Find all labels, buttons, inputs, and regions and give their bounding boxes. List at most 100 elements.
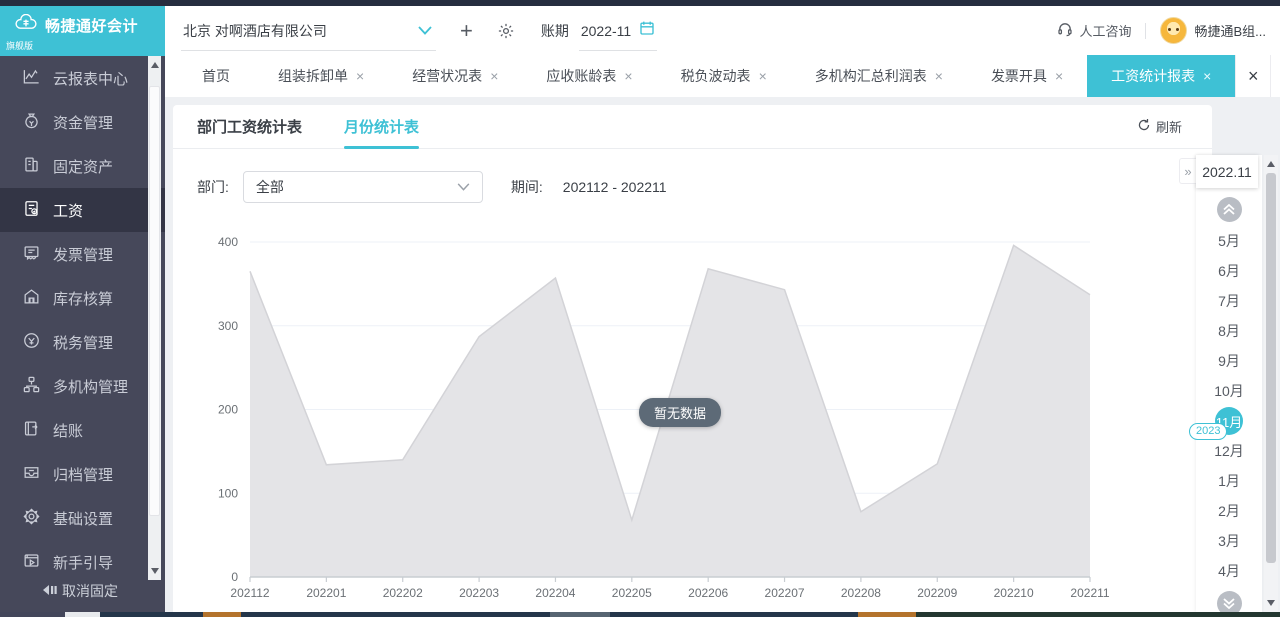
sidebar-item-多机构管理[interactable]: 多机构管理 <box>0 364 165 408</box>
chevron-down-icon <box>418 22 432 40</box>
subtab-monthly-statistics[interactable]: 月份统计表 <box>344 105 420 149</box>
account-settings-gear-icon[interactable] <box>497 22 515 40</box>
period-picker[interactable]: 2022-11 <box>578 10 658 51</box>
sidebar: 畅捷通好会计 旗舰版 云报表中心资金管理 固定资产 工资 发票管理 库存核算税务管理多机… <box>0 6 165 612</box>
collapse-panel-icon[interactable]: » <box>1179 158 1196 184</box>
tab-多机构汇总利润表[interactable]: 多机构汇总利润表 × <box>791 55 967 97</box>
company-selector[interactable]: 北京 对啊酒店有限公司 <box>181 11 436 51</box>
header-divider <box>1145 22 1147 39</box>
svg-text:202211: 202211 <box>1070 586 1109 600</box>
unpin-sidebar-button[interactable]: 取消固定 <box>0 574 165 608</box>
department-select[interactable]: 全部 <box>242 171 483 203</box>
subtab-department-salary[interactable]: 部门工资统计表 <box>197 105 302 149</box>
scroll-up-arrow-icon[interactable] <box>1267 161 1275 167</box>
month-item-6月[interactable]: 6月 <box>1196 256 1262 286</box>
tab-应收账龄表[interactable]: 应收账龄表 × <box>522 55 656 97</box>
sidebar-item-税务管理[interactable]: 税务管理 <box>0 320 165 364</box>
tab-label: 工资统计报表 <box>1111 68 1196 84</box>
tab-组装拆卸单[interactable]: 组装拆卸单 × <box>254 55 388 97</box>
tab-close-icon[interactable]: × <box>934 68 943 84</box>
tab-税负波动表[interactable]: 税负波动表 × <box>657 55 791 97</box>
month-label: 8月 <box>1218 323 1240 339</box>
month-item-3月[interactable]: 3月 <box>1196 526 1262 556</box>
tab-close-icon[interactable]: × <box>758 68 767 84</box>
month-item-5月[interactable]: 5月 <box>1196 226 1262 256</box>
page-scrollbar-thumb[interactable] <box>1266 173 1276 563</box>
subtab-label: 月份统计表 <box>344 119 420 136</box>
month-label: 6月 <box>1218 263 1240 279</box>
monthly-salary-area-chart[interactable]: 0 100 200 300 400 202112 202201 202202 202203 202… <box>183 223 1143 607</box>
add-account-button[interactable]: + <box>460 17 473 43</box>
refresh-button[interactable]: 刷新 <box>1137 117 1182 136</box>
sidebar-item-发票管理[interactable]: 发票管理 <box>0 232 165 276</box>
cloud-report-icon <box>22 67 41 90</box>
sidebar-item-label: 税务管理 <box>53 334 114 352</box>
app-logo[interactable]: 畅捷通好会计 旗舰版 <box>0 6 165 56</box>
window-frame-strip <box>0 0 1280 6</box>
tab-close-icon[interactable]: × <box>1203 68 1212 84</box>
close-all-tabs-button[interactable]: × <box>1235 55 1270 97</box>
tabs-flow: 首页 组装拆卸单 × 经营状况表 × 应收账龄表 × 税负波动表 × 多机构汇总利润表 × 发票开具 ×… <box>165 55 1236 97</box>
sidebar-item-库存核算[interactable]: 库存核算 <box>0 276 165 320</box>
month-item-9月[interactable]: 9月 <box>1196 346 1262 376</box>
month-item-4月[interactable]: 4月 <box>1196 556 1262 586</box>
sidebar-item-label: 云报表中心 <box>53 70 129 88</box>
scroll-up-arrow-icon[interactable] <box>151 62 159 68</box>
month-item-12月[interactable]: 12月 <box>1196 436 1262 466</box>
svg-text:100: 100 <box>218 486 238 500</box>
user-avatar[interactable] <box>1160 17 1188 44</box>
period-label: 账期 <box>540 22 569 39</box>
fullscreen-icon[interactable] <box>1270 55 1280 97</box>
sidebar-item-工资[interactable]: 工资 <box>0 188 165 232</box>
tab-close-icon[interactable]: × <box>624 68 633 84</box>
sidebar-item-基础设置[interactable]: 基础设置 <box>0 496 165 540</box>
svg-text:0: 0 <box>231 570 238 584</box>
scroll-months-down-button[interactable] <box>1216 591 1242 616</box>
sidebar-item-归档管理[interactable]: 归档管理 <box>0 452 165 496</box>
no-data-tooltip: 暂无数据 <box>639 398 722 427</box>
tabbar-controls: × <box>1235 55 1280 97</box>
tab-经营状况表[interactable]: 经营状况表 × <box>388 55 522 97</box>
month-item-8月[interactable]: 8月 <box>1196 316 1262 346</box>
svg-text:200: 200 <box>218 403 238 417</box>
tab-label: 税负波动表 <box>680 68 751 84</box>
scroll-down-arrow-icon[interactable] <box>151 568 159 574</box>
sidebar-item-资金管理[interactable]: 资金管理 <box>0 100 165 144</box>
month-label: 7月 <box>1218 293 1240 309</box>
user-name[interactable]: 畅捷通B组... <box>1194 24 1266 39</box>
tab-首页[interactable]: 首页 <box>178 55 254 97</box>
tab-close-icon[interactable]: × <box>1054 68 1064 84</box>
select-chevron-icon <box>457 183 470 191</box>
document-tabbar: 首页 组装拆卸单 × 经营状况表 × 应收账龄表 × 税负波动表 × 多机构汇总利润表 × 发票开具 ×… <box>165 55 1280 97</box>
inventory-icon <box>22 287 41 310</box>
sidebar-item-固定资产[interactable]: 固定资产 <box>0 144 165 188</box>
tab-工资统计报表[interactable]: 工资统计报表 × <box>1087 55 1236 97</box>
tab-close-icon[interactable]: × <box>490 68 499 84</box>
tab-close-icon[interactable]: × <box>356 68 365 84</box>
multi-org-icon <box>22 375 41 398</box>
page-scrollbar[interactable] <box>1264 155 1278 612</box>
unpin-icon <box>42 583 58 599</box>
sidebar-item-云报表中心[interactable]: 云报表中心 <box>0 56 165 100</box>
sidebar-scrollbar[interactable] <box>148 56 161 580</box>
support-button[interactable]: 人工咨询 <box>1057 21 1131 40</box>
scroll-months-up-button[interactable] <box>1216 197 1242 222</box>
sidebar-item-结账[interactable]: 结账 <box>0 408 165 452</box>
tab-发票开具[interactable]: 发票开具 × <box>967 55 1087 97</box>
month-item-2月[interactable]: 2月 <box>1196 496 1262 526</box>
sidebar-item-label: 归档管理 <box>53 466 114 484</box>
svg-text:202203: 202203 <box>459 586 499 600</box>
report-panel: 部门工资统计表 月份统计表 刷新 部门: 全部 <box>173 105 1212 612</box>
scroll-down-arrow-icon[interactable] <box>1267 600 1275 606</box>
current-period-box[interactable]: 2022.11 <box>1196 155 1258 188</box>
sidebar-scrollbar-thumb[interactable] <box>149 86 160 516</box>
sidebar-item-新手引导[interactable]: 新手引导 <box>0 540 165 584</box>
month-item-10月[interactable]: 10月 <box>1196 376 1262 406</box>
svg-text:202208: 202208 <box>841 586 881 600</box>
month-item-1月[interactable]: 1月 <box>1196 466 1262 496</box>
month-label: 9月 <box>1218 353 1240 369</box>
svg-text:300: 300 <box>218 319 238 333</box>
support-label: 人工咨询 <box>1079 24 1132 39</box>
month-item-7月[interactable]: 7月 <box>1196 286 1262 316</box>
